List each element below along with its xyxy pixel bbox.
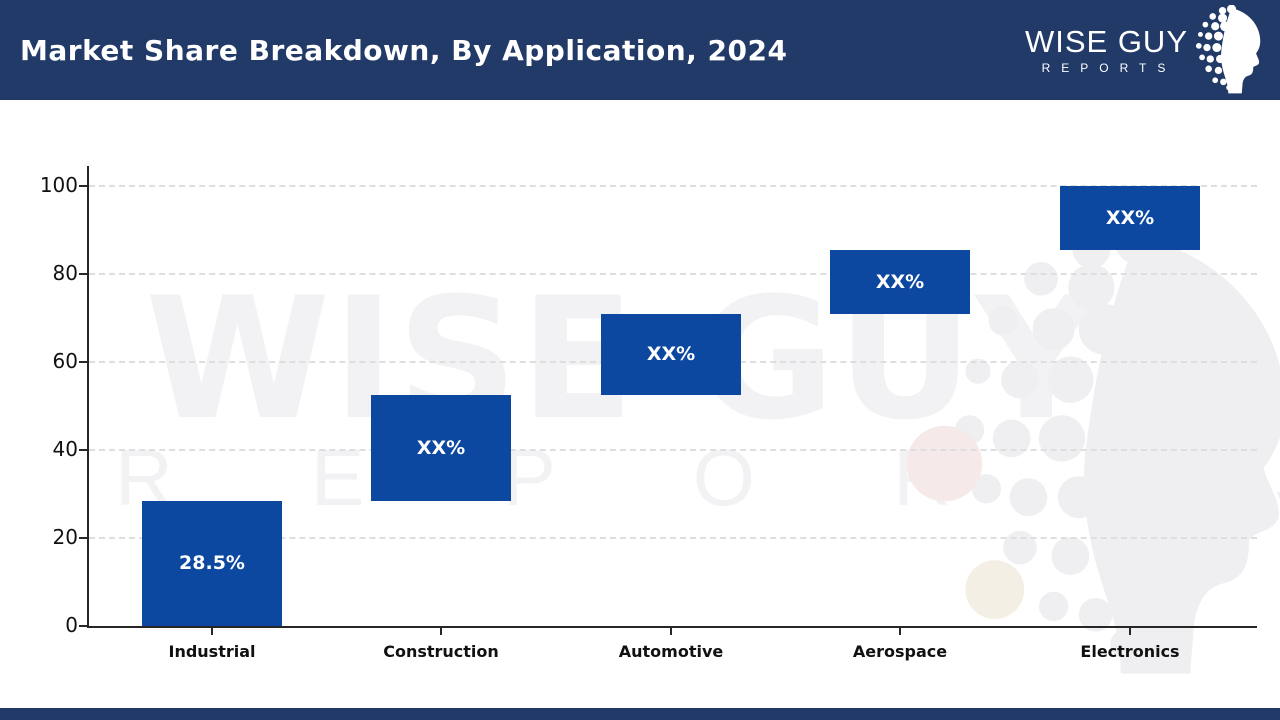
x-tick-mark xyxy=(211,628,213,635)
y-tick-mark xyxy=(79,625,87,627)
bar-segment-electronics: XX% xyxy=(1060,186,1200,250)
footer-bar xyxy=(0,708,1280,720)
bar-segment-automotive: XX% xyxy=(601,313,741,395)
gridline-80 xyxy=(89,273,1257,275)
bar-value-label: XX% xyxy=(646,343,696,366)
x-axis-line xyxy=(87,626,1257,628)
y-tick-mark xyxy=(79,361,87,363)
bar-value-label: XX% xyxy=(1105,206,1155,229)
wiseguy-head-watermark-icon xyxy=(906,220,1280,674)
bar-segment-construction: XX% xyxy=(371,395,511,501)
x-tick-mark xyxy=(670,628,672,635)
bar-value-label: 28.5% xyxy=(179,552,245,575)
logo-wordmark: WISE GUY REPORTS xyxy=(1025,26,1188,74)
gridline-100 xyxy=(89,185,1257,187)
y-tick-label: 60 xyxy=(52,349,78,373)
y-tick-mark xyxy=(79,273,87,275)
x-axis-label: Automotive xyxy=(618,642,724,661)
logo-wordmark-line1: WISE GUY xyxy=(1024,24,1188,59)
page-title: Market Share Breakdown, By Application, … xyxy=(20,33,788,67)
y-tick-mark xyxy=(79,185,87,187)
y-tick-mark xyxy=(79,537,87,539)
y-tick-label: 80 xyxy=(52,261,78,285)
x-tick-mark xyxy=(440,628,442,635)
y-tick-label: 0 xyxy=(65,613,78,637)
y-tick-mark xyxy=(79,449,87,451)
header: Market Share Breakdown, By Application, … xyxy=(0,0,1280,100)
gridline-40 xyxy=(89,449,1257,451)
logo-wordmark-line2: REPORTS xyxy=(1041,61,1177,75)
x-axis-label: Electronics xyxy=(1080,642,1180,661)
gridline-20 xyxy=(89,537,1257,539)
bar-value-label: XX% xyxy=(875,270,925,293)
x-axis-label: Industrial xyxy=(168,642,256,661)
x-axis-label: Aerospace xyxy=(852,642,948,661)
y-tick-label: 20 xyxy=(52,525,78,549)
x-tick-mark xyxy=(899,628,901,635)
x-axis-label: Construction xyxy=(383,642,499,661)
wiseguy-head-icon xyxy=(1195,5,1261,94)
y-tick-label: 100 xyxy=(39,173,78,197)
chart-area: WISE GUY R E P O R T S 0 20 40 60 80 100 28.5%… xyxy=(0,100,1280,708)
bar-segment-aerospace: XX% xyxy=(830,249,970,314)
bar-segment-industrial: 28.5% xyxy=(142,500,282,626)
x-tick-mark xyxy=(1129,628,1131,635)
wiseguy-logo: WISE GUY REPORTS xyxy=(1025,5,1266,95)
y-tick-label: 40 xyxy=(52,437,78,461)
bar-value-label: XX% xyxy=(416,436,466,459)
y-axis-line xyxy=(87,166,89,628)
